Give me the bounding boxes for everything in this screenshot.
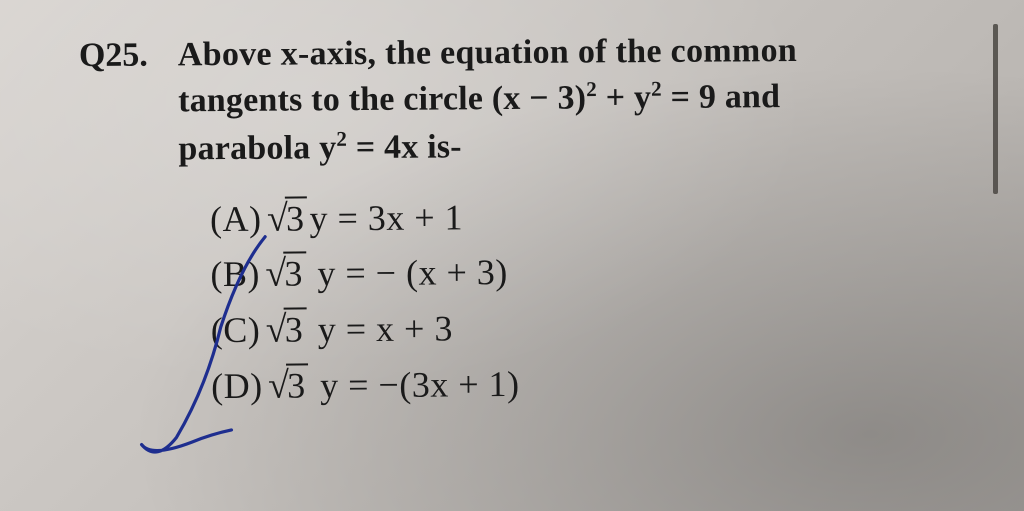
question-line-2: tangents to the circle (x − 3)2 + y2 = 9…	[178, 74, 798, 124]
question-row: Q25. Above x-axis, the equation of the c…	[79, 27, 964, 173]
options-block: (A) 3y = 3x + 1 (B) 3 y = − (x + 3) (C) …	[210, 187, 966, 415]
q-line3-pre: parabola y	[178, 129, 336, 167]
q-line3-post: = 4x is-	[347, 128, 462, 166]
option-a-label: (A)	[210, 198, 271, 238]
question-line-3: parabola y2 = 4x is-	[178, 122, 798, 172]
q-exp-2: 2	[651, 77, 662, 101]
option-b: (B) 3 y = − (x + 3)	[210, 242, 964, 303]
q-exp-1: 2	[586, 77, 597, 101]
question-text: Above x-axis, the equation of the common…	[178, 28, 798, 172]
sqrt-icon: 3	[272, 358, 309, 414]
question-number: Q25.	[79, 37, 148, 75]
option-b-rest: y = − (x + 3)	[308, 253, 508, 294]
q-line2-post: = 9 and	[662, 78, 781, 116]
sqrt-icon: 3	[270, 303, 307, 359]
exam-page: Q25. Above x-axis, the equation of the c…	[0, 0, 1024, 436]
option-a: (A) 3y = 3x + 1	[210, 187, 964, 248]
option-d-rest: y = −(3x + 1)	[311, 364, 520, 405]
option-b-label: (B)	[210, 254, 269, 294]
option-c-rad: 3	[284, 308, 307, 350]
option-c-rest: y = x + 3	[308, 309, 453, 350]
sqrt-icon: 3	[271, 191, 308, 247]
sqrt-icon: 3	[269, 247, 306, 303]
q-exp-3: 2	[336, 127, 347, 151]
q-line2-mid: + y	[597, 79, 651, 116]
option-c: (C) 3 y = x + 3	[211, 298, 965, 359]
option-a-rad: 3	[285, 196, 308, 238]
option-d-rad: 3	[286, 363, 309, 405]
option-a-rest: y = 3x + 1	[309, 197, 463, 238]
q-line2-pre: tangents to the circle (x − 3)	[178, 79, 586, 119]
option-d-label: (D)	[211, 366, 272, 406]
option-b-rad: 3	[283, 252, 306, 294]
question-line-1: Above x-axis, the equation of the common	[178, 28, 798, 78]
option-d: (D) 3 y = −(3x + 1)	[211, 354, 965, 415]
option-c-label: (C)	[211, 310, 270, 350]
